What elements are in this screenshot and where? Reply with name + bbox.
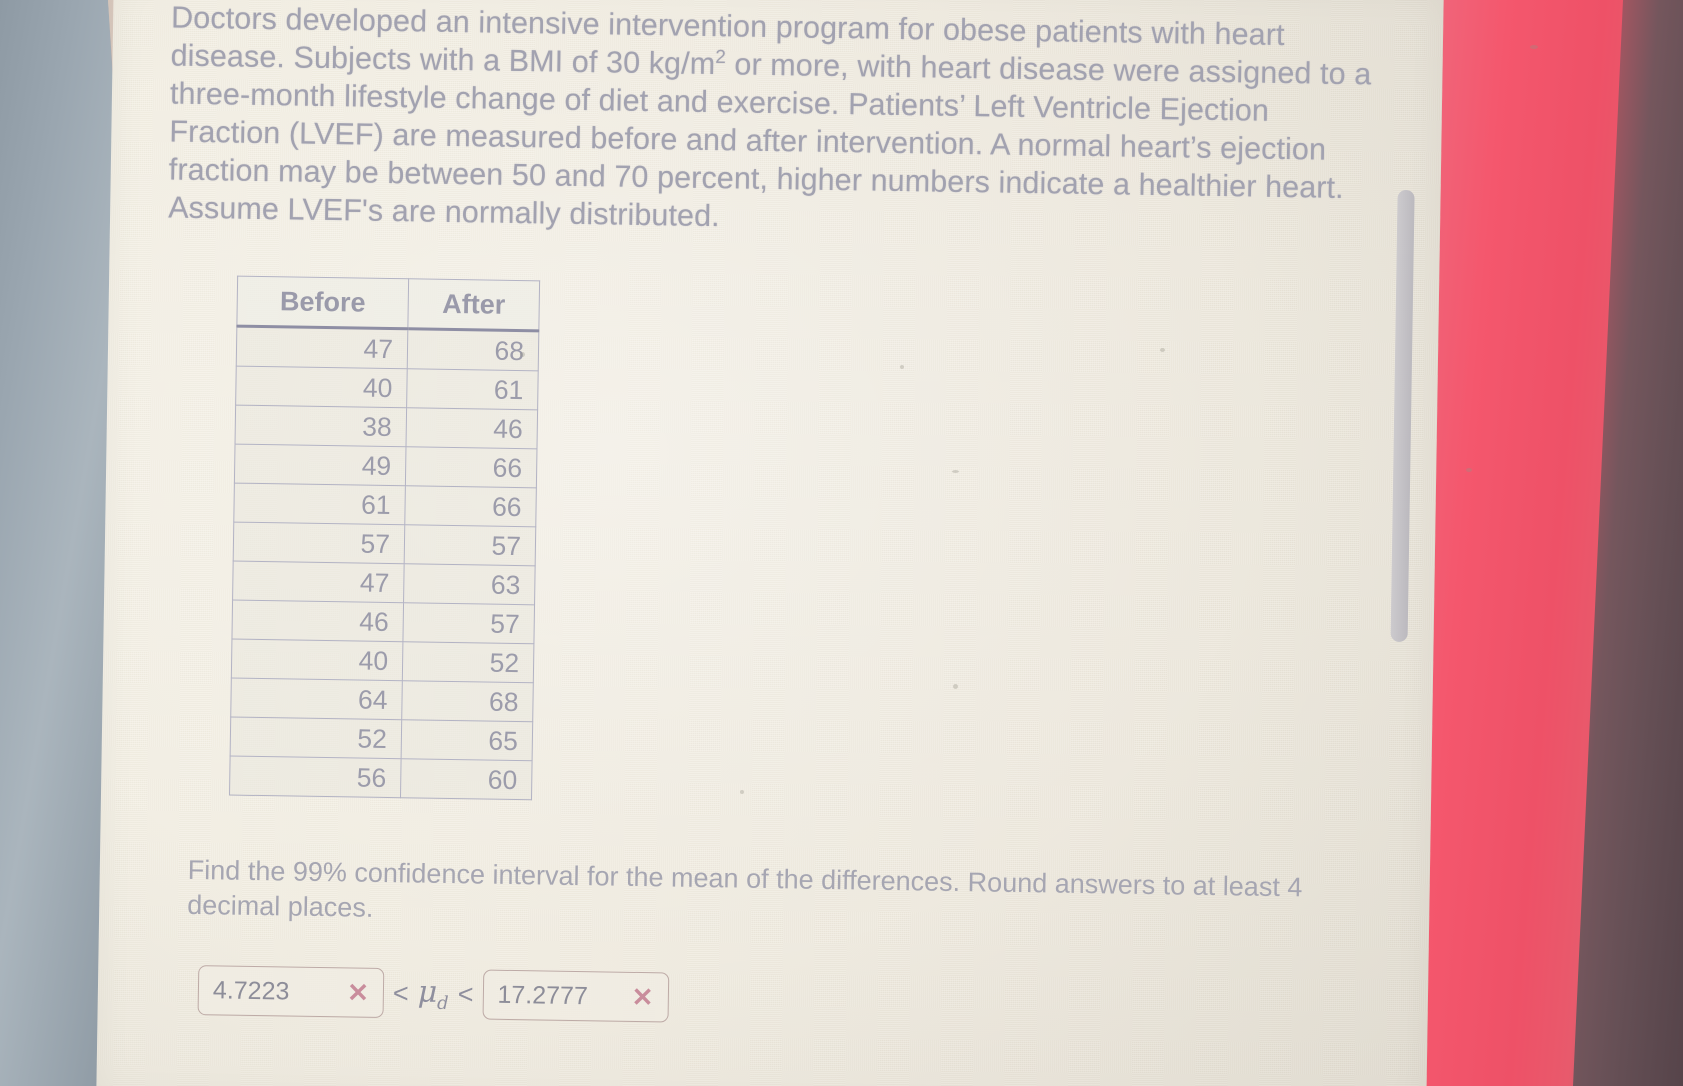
- table-row: 49 66: [234, 444, 537, 488]
- less-than-left: <: [392, 977, 409, 1008]
- column-header-before: Before: [236, 276, 409, 329]
- cell-before: 46: [231, 600, 404, 642]
- cell-after: 66: [404, 485, 537, 527]
- upper-bound-value[interactable]: 17.2777: [497, 980, 589, 1010]
- table-body: 47 68 40 61 38 46 49 66 61 66 57 57 47 63 46 57 …: [229, 326, 539, 800]
- cell-after: 66: [405, 446, 537, 488]
- table-row: 40 52: [231, 639, 534, 683]
- cell-before: 64: [230, 678, 403, 720]
- cell-after: 52: [402, 641, 534, 683]
- dust-speck: [1530, 45, 1538, 49]
- lower-bound-value[interactable]: 4.7223: [212, 975, 290, 1006]
- mu-subscript: d: [436, 992, 449, 1014]
- cell-after: 68: [407, 328, 539, 371]
- lower-bound-field[interactable]: 4.7223 ✕: [197, 965, 385, 1018]
- cell-before: 56: [229, 756, 402, 798]
- dust-speck: [952, 470, 959, 473]
- upper-bound-field[interactable]: 17.2777 ✕: [482, 969, 669, 1023]
- table-row: 61 66: [233, 483, 537, 527]
- table-row: 46 57: [231, 600, 535, 644]
- question-content: Doctors developed an intensive intervent…: [156, 0, 1422, 1034]
- dust-speck: [953, 684, 958, 689]
- dust-speck: [1466, 468, 1472, 472]
- answer-interval-row: 4.7223 ✕ < μd < 17.2777 ✕: [197, 965, 1407, 1034]
- question-text: Find the 99% confidence interval for the…: [187, 854, 1303, 923]
- table-row: 57 57: [233, 522, 536, 566]
- less-than-right: <: [457, 978, 474, 1009]
- cell-after: 57: [402, 602, 535, 644]
- table-row: 52 65: [230, 717, 533, 761]
- mu-letter: μ: [417, 974, 438, 1010]
- cell-before: 61: [233, 483, 406, 525]
- cell-before: 47: [236, 326, 408, 369]
- cell-before: 47: [232, 561, 405, 603]
- dust-speck: [900, 365, 904, 369]
- cell-after: 68: [401, 680, 534, 722]
- dust-speck: [1160, 348, 1165, 352]
- table-row: 47 68: [236, 326, 539, 371]
- table-row: 40 61: [235, 366, 539, 410]
- cell-before: 49: [234, 444, 406, 486]
- table-row: 38 46: [235, 405, 538, 449]
- problem-statement: Doctors developed an intensive intervent…: [168, 0, 1386, 246]
- cell-after: 61: [406, 368, 539, 410]
- device-screen: Doctors developed an intensive intervent…: [96, 0, 1444, 1086]
- column-header-after: After: [407, 278, 540, 331]
- dust-speck: [520, 352, 525, 357]
- cell-after: 57: [404, 524, 536, 566]
- incorrect-icon: ✕: [631, 981, 654, 1013]
- table-row: 56 60: [229, 756, 533, 800]
- lvef-data-table-wrapper: Before After 47 68 40 61 38 46 49 66 61 66 57…: [229, 276, 1417, 814]
- cell-after: 63: [403, 563, 536, 605]
- lvef-data-table: Before After 47 68 40 61 38 46 49 66 61 66 57…: [229, 276, 540, 801]
- cell-before: 38: [235, 405, 407, 447]
- dust-speck: [740, 790, 744, 794]
- cell-before: 57: [233, 522, 405, 564]
- mu-d-symbol: μd: [417, 974, 449, 1013]
- cell-before: 40: [235, 366, 408, 408]
- table-row: 47 63: [232, 561, 536, 605]
- incorrect-icon: ✕: [346, 977, 370, 1008]
- table-header-row: Before After: [236, 276, 540, 331]
- table-row: 64 68: [230, 678, 534, 722]
- cell-after: 46: [405, 407, 538, 449]
- cell-before: 52: [230, 717, 402, 759]
- cell-after: 60: [400, 758, 533, 800]
- cell-after: 65: [401, 719, 533, 761]
- cell-before: 40: [231, 639, 403, 681]
- bmi-exponent: 2: [715, 46, 727, 69]
